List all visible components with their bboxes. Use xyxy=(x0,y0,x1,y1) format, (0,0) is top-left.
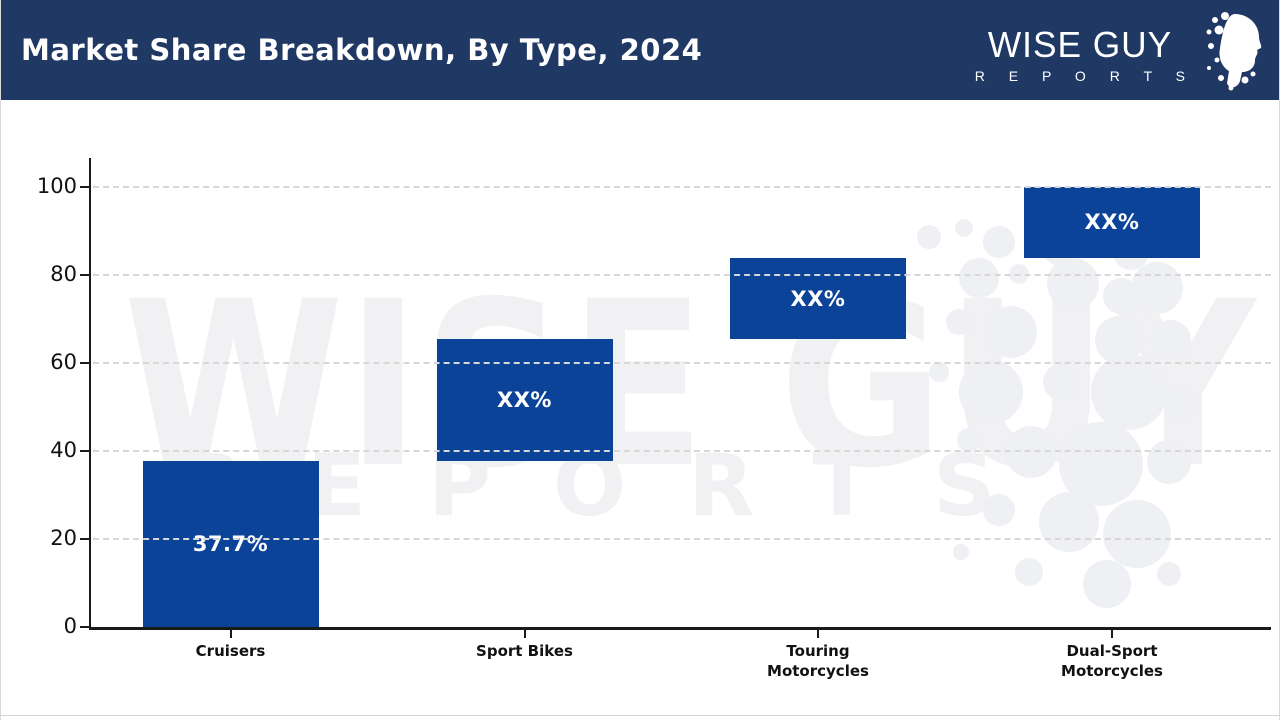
wiseguy-logo: WISE GUY R E P O R T S xyxy=(965,8,1263,94)
x-tick-mark xyxy=(817,630,819,638)
gridline-60 xyxy=(93,362,1271,364)
watermark-subtitle: REPORTS xyxy=(179,436,1058,536)
y-axis-line xyxy=(89,158,91,628)
gridline-40 xyxy=(93,450,1271,452)
figure-bottom-border xyxy=(1,715,1279,716)
bar-value-label: 37.7% xyxy=(192,532,269,557)
y-tick-label: 100 xyxy=(36,174,77,198)
y-tick-mark xyxy=(80,186,89,188)
bar-value-label: XX% xyxy=(1084,210,1140,235)
logo-subtitle: R E P O R T S xyxy=(974,68,1195,84)
bar-sport-bikes: XX% xyxy=(436,339,613,462)
gridline-100 xyxy=(93,186,1271,188)
y-tick-mark xyxy=(80,274,89,276)
bar-dual-sport-motorcycles: XX% xyxy=(1024,187,1200,258)
logo-wordmark: WISE GUY xyxy=(987,24,1172,65)
bar-touring-motorcycles: XX% xyxy=(730,257,906,340)
header-bar: Market Share Breakdown, By Type, 2024 WI… xyxy=(1,0,1279,100)
watermark-wordmark: WISE GUY xyxy=(123,252,1258,518)
x-axis-category-label: Sport Bikes xyxy=(476,642,573,660)
y-tick-label: 40 xyxy=(50,438,77,462)
y-tick-label: 20 xyxy=(50,526,77,550)
watermark-head-dots-icon xyxy=(917,218,1197,608)
y-tick-mark xyxy=(80,450,89,452)
x-axis-line xyxy=(89,627,1271,630)
x-tick-mark xyxy=(523,630,526,638)
y-tick-mark xyxy=(80,626,89,628)
logo-head-icon xyxy=(1206,12,1262,91)
x-axis-category-label: Touring Motorcycles xyxy=(767,642,869,680)
logo-text: WISE GUY R E P O R T S xyxy=(965,24,1195,84)
y-tick-mark xyxy=(80,538,89,540)
gridline-80 xyxy=(93,274,1271,276)
y-tick-label: 60 xyxy=(50,350,77,374)
gridline-20 xyxy=(93,538,1271,540)
y-tick-mark xyxy=(80,362,89,364)
bar-cruisers: 37.7% xyxy=(142,461,319,627)
x-axis-category-label: Cruisers xyxy=(195,642,266,660)
chart-title: Market Share Breakdown, By Type, 2024 xyxy=(21,33,703,67)
y-tick-label: 0 xyxy=(63,614,77,638)
x-tick-mark xyxy=(1111,630,1113,638)
bar-value-label: XX% xyxy=(790,286,846,311)
bar-value-label: XX% xyxy=(497,388,552,413)
y-tick-label: 80 xyxy=(50,262,77,286)
x-tick-mark xyxy=(229,630,232,638)
x-axis-category-label: Dual-Sport Motorcycles xyxy=(1061,642,1163,680)
